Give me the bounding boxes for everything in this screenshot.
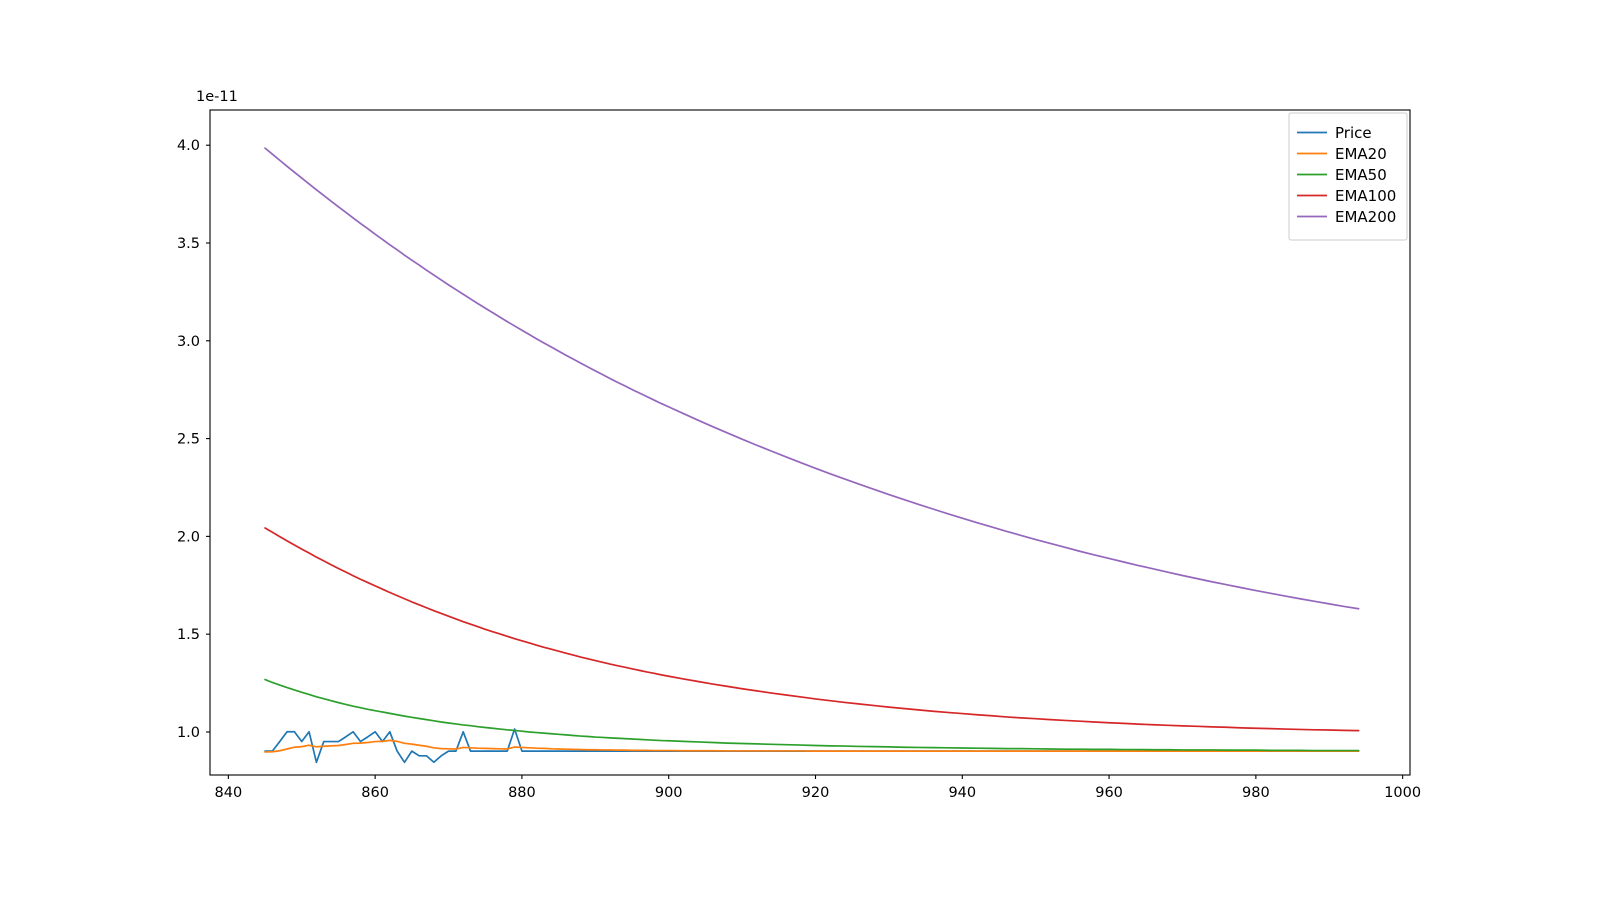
series-line-ema200 (264, 147, 1360, 610)
x-tick-label: 960 (1095, 785, 1123, 801)
x-tick-label: 940 (948, 785, 976, 801)
legend-label-ema100: EMA100 (1335, 187, 1396, 205)
y-tick-label: 4.0 (177, 138, 200, 154)
data-series-group (264, 147, 1360, 764)
x-axis-ticks: 840 860 880 900 920 940 960 980 1000 (215, 775, 1421, 801)
y-tick-label: 1.0 (177, 725, 200, 741)
y-tick-label: 3.0 (177, 334, 200, 350)
x-tick-label: 900 (655, 785, 683, 801)
legend-label-ema20: EMA20 (1335, 145, 1387, 163)
legend-label-price: Price (1335, 124, 1372, 142)
series-line-ema50 (264, 678, 1360, 752)
series-line-ema100 (264, 527, 1360, 732)
y-axis-offset-text: 1e-11 (196, 89, 238, 105)
chart-legend: Price EMA20 EMA50 EMA100 EMA200 (1288, 112, 1408, 241)
x-tick-label: 980 (1242, 785, 1270, 801)
y-tick-label: 2.0 (177, 529, 200, 545)
y-axis-ticks: 1.0 1.5 2.0 2.5 3.0 3.5 4.0 (177, 138, 210, 741)
x-tick-label: 1000 (1384, 785, 1421, 801)
y-tick-label: 1.5 (177, 627, 200, 643)
axes-spines (209, 109, 1411, 776)
x-tick-label: 920 (802, 785, 830, 801)
y-tick-label: 3.5 (177, 236, 200, 252)
series-line-ema20 (264, 739, 1360, 753)
x-tick-label: 880 (508, 785, 536, 801)
legend-label-ema50: EMA50 (1335, 166, 1387, 184)
x-tick-label: 840 (215, 785, 243, 801)
x-tick-label: 860 (361, 785, 389, 801)
y-tick-label: 2.5 (177, 432, 200, 448)
legend-label-ema200: EMA200 (1335, 208, 1396, 226)
